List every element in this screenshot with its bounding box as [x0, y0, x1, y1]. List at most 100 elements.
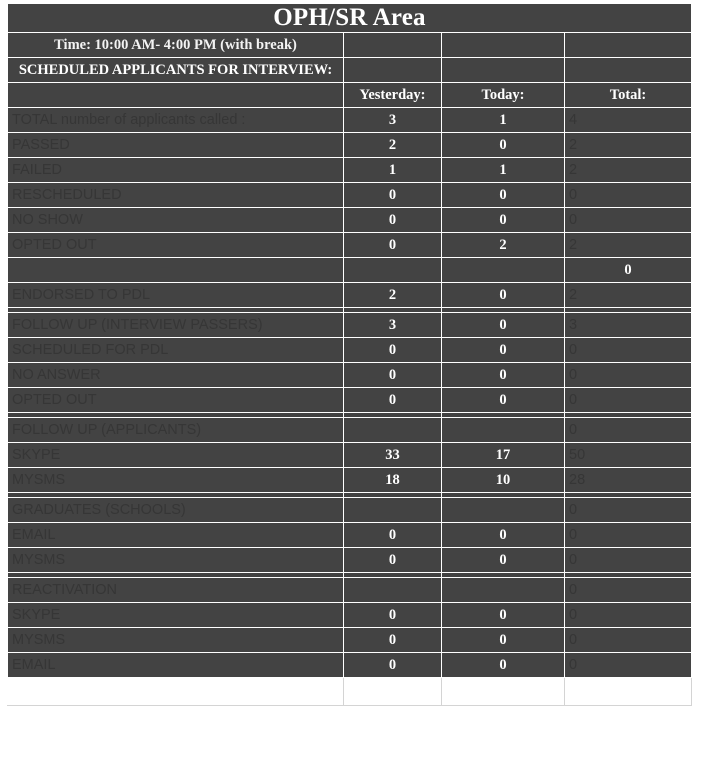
cell-today[interactable]: 0 [441, 627, 565, 653]
blank-total-cell[interactable] [564, 677, 692, 706]
cell-yesterday[interactable]: 0 [343, 522, 442, 548]
cell-total[interactable]: 0 [564, 257, 692, 283]
cell-yesterday[interactable]: 0 [343, 627, 442, 653]
row-label: FAILED [7, 157, 344, 183]
row-label [7, 257, 344, 283]
cell-today[interactable]: 0 [441, 362, 565, 388]
cell-total[interactable]: 4 [564, 107, 692, 133]
cell-yesterday[interactable]: 1 [343, 157, 442, 183]
cell-total[interactable]: 0 [564, 522, 692, 548]
cell-today[interactable]: 0 [441, 522, 565, 548]
table-body: OPH/SR Area Time: 10:00 AM- 4:00 PM (wit… [7, 3, 692, 706]
cell-today[interactable]: 0 [441, 282, 565, 308]
cell-yesterday[interactable]: 0 [343, 652, 442, 678]
cell-yesterday[interactable]: 3 [343, 107, 442, 133]
cell-yesterday[interactable]: 0 [343, 182, 442, 208]
cell-today[interactable] [441, 577, 565, 603]
cell-today[interactable] [441, 497, 565, 523]
table-row: MYSMS 18 10 28 [7, 467, 692, 493]
blank-yesterday-cell[interactable] [343, 677, 442, 706]
cell-yesterday[interactable]: 0 [343, 337, 442, 363]
cell-total[interactable]: 0 [564, 337, 692, 363]
cell-yesterday[interactable] [343, 577, 442, 603]
cell-today[interactable]: 0 [441, 652, 565, 678]
cell-total[interactable]: 0 [564, 182, 692, 208]
table-row: RESCHEDULED 0 0 0 [7, 182, 692, 208]
cell-total[interactable]: 0 [564, 387, 692, 413]
time-row: Time: 10:00 AM- 4:00 PM (with break) [7, 32, 692, 58]
cell-today[interactable]: 0 [441, 132, 565, 158]
cell-yesterday[interactable] [343, 257, 442, 283]
row-label: SKYPE [7, 602, 344, 628]
cell-total[interactable]: 2 [564, 232, 692, 258]
cell-total[interactable]: 28 [564, 467, 692, 493]
cell-total[interactable]: 0 [564, 497, 692, 523]
row-label: NO SHOW [7, 207, 344, 233]
cell-total[interactable]: 0 [564, 362, 692, 388]
time-total-cell[interactable] [564, 32, 692, 58]
cell-yesterday[interactable]: 0 [343, 232, 442, 258]
cell-total[interactable]: 0 [564, 602, 692, 628]
cell-today[interactable] [441, 257, 565, 283]
cell-today[interactable]: 0 [441, 387, 565, 413]
column-header-yesterday: Yesterday: [343, 82, 442, 108]
cell-today[interactable]: 17 [441, 442, 565, 468]
cell-yesterday[interactable] [343, 497, 442, 523]
cell-today[interactable]: 1 [441, 107, 565, 133]
cell-yesterday[interactable]: 2 [343, 282, 442, 308]
cell-total[interactable]: 3 [564, 312, 692, 338]
cell-yesterday[interactable]: 0 [343, 602, 442, 628]
table-row: NO ANSWER 0 0 0 [7, 362, 692, 388]
section-header-today-cell[interactable] [441, 57, 565, 83]
row-label: FOLLOW UP (INTERVIEW PASSERS) [7, 312, 344, 338]
cell-yesterday[interactable]: 33 [343, 442, 442, 468]
cell-today[interactable]: 0 [441, 602, 565, 628]
row-label: MYSMS [7, 627, 344, 653]
cell-total[interactable]: 0 [564, 207, 692, 233]
row-label: MYSMS [7, 547, 344, 573]
cell-total[interactable]: 0 [564, 577, 692, 603]
cell-today[interactable]: 2 [441, 232, 565, 258]
cell-total[interactable]: 2 [564, 282, 692, 308]
cell-today[interactable]: 0 [441, 207, 565, 233]
column-header-total: Total: [564, 82, 692, 108]
column-header-label [7, 82, 344, 108]
cell-today[interactable] [441, 417, 565, 443]
table-row: SKYPE 0 0 0 [7, 602, 692, 628]
cell-total[interactable]: 0 [564, 652, 692, 678]
cell-yesterday[interactable]: 18 [343, 467, 442, 493]
cell-yesterday[interactable]: 0 [343, 207, 442, 233]
time-today-cell[interactable] [441, 32, 565, 58]
cell-total[interactable]: 2 [564, 157, 692, 183]
cell-today[interactable]: 10 [441, 467, 565, 493]
cell-total[interactable]: 0 [564, 627, 692, 653]
cell-total[interactable]: 2 [564, 132, 692, 158]
row-label: RESCHEDULED [7, 182, 344, 208]
cell-today[interactable]: 0 [441, 547, 565, 573]
cell-yesterday[interactable]: 0 [343, 547, 442, 573]
table-row: PASSED 2 0 2 [7, 132, 692, 158]
table-row: REACTIVATION 0 [7, 577, 692, 603]
table-row: FOLLOW UP (INTERVIEW PASSERS) 3 0 3 [7, 312, 692, 338]
trailing-blank-row [7, 677, 692, 706]
cell-total[interactable]: 0 [564, 547, 692, 573]
cell-today[interactable]: 1 [441, 157, 565, 183]
blank-today-cell[interactable] [441, 677, 565, 706]
table-row: ENDORSED TO PDL 2 0 2 [7, 282, 692, 308]
cell-yesterday[interactable]: 3 [343, 312, 442, 338]
cell-yesterday[interactable] [343, 417, 442, 443]
cell-yesterday[interactable]: 2 [343, 132, 442, 158]
cell-yesterday[interactable]: 0 [343, 387, 442, 413]
time-yesterday-cell[interactable] [343, 32, 442, 58]
cell-yesterday[interactable]: 0 [343, 362, 442, 388]
section-header-yesterday-cell[interactable] [343, 57, 442, 83]
blank-label-cell[interactable] [7, 677, 344, 706]
section-header-total-cell[interactable] [564, 57, 692, 83]
cell-today[interactable]: 0 [441, 312, 565, 338]
cell-total[interactable]: 0 [564, 417, 692, 443]
table-row: GRADUATES (SCHOOLS) 0 [7, 497, 692, 523]
table-row: 0 [7, 257, 692, 283]
cell-today[interactable]: 0 [441, 182, 565, 208]
cell-total[interactable]: 50 [564, 442, 692, 468]
cell-today[interactable]: 0 [441, 337, 565, 363]
